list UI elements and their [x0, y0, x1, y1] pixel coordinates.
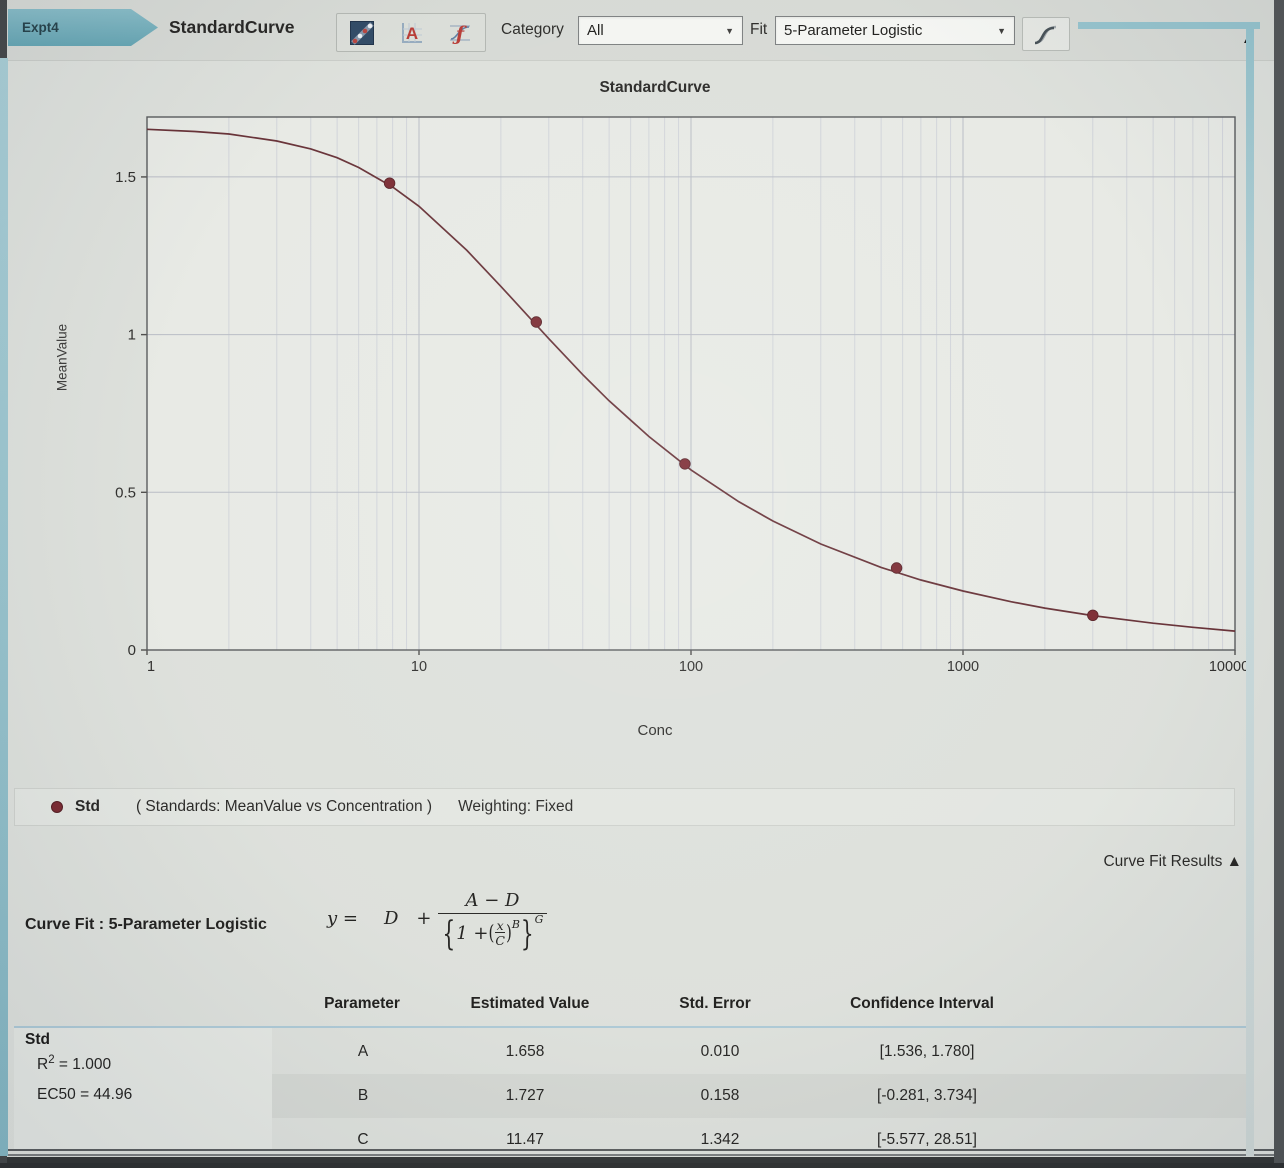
legend-series-name: Std — [75, 798, 100, 815]
fit-equation: y = D + A − D { 1 + ( x C ) B } G — [327, 890, 548, 954]
divider — [7, 60, 1276, 61]
chevron-down-icon: ▼ — [725, 25, 734, 36]
col-header-confidence-interval: Confidence Interval — [850, 995, 994, 1012]
axis-text-icon[interactable]: A — [396, 19, 426, 47]
standard-curve-plot: 0 0.5 1 1.5 1 10 100 1000 10000 — [115, 116, 1249, 675]
cell-parameter: A — [357, 1043, 369, 1060]
window-border — [1078, 22, 1260, 29]
scatter-plot-icon[interactable] — [347, 19, 377, 47]
window-border — [0, 58, 8, 1156]
x-tick-label: 10 — [411, 659, 427, 675]
data-point — [679, 458, 691, 470]
y-tick-label: 1.5 — [115, 169, 136, 186]
chart-toolbar: A ƒ — [336, 13, 486, 52]
curve-fit-results-toggle[interactable]: Curve Fit Results ▲ — [1103, 853, 1242, 870]
data-point — [1087, 609, 1099, 622]
curve-fit-label: Curve Fit : 5-Parameter Logistic — [25, 916, 267, 933]
window-border — [1246, 22, 1254, 1156]
cell-value: 11.47 — [506, 1131, 544, 1148]
fit-label: Fit — [750, 21, 768, 38]
stats-panel: Std R2 = 1.000 EC50 = 44.96 — [14, 1028, 272, 1149]
x-axis-title: Conc — [637, 722, 673, 739]
legend-weighting: Weighting: Fixed — [458, 798, 574, 815]
equation-numerator: A − D — [465, 890, 520, 911]
photo-edge — [0, 1163, 1284, 1168]
cell-ci: [-0.281, 3.734] — [877, 1087, 977, 1104]
legend-row: Std ( Standards: MeanValue vs Concentrat… — [14, 788, 1235, 826]
chevron-down-icon: ▼ — [997, 25, 1006, 36]
fit-curve — [146, 128, 1236, 632]
y-tick-label: 0.5 — [115, 484, 136, 501]
equation-lhs: y = — [327, 908, 358, 930]
cell-parameter: C — [357, 1131, 369, 1148]
cell-error: 1.342 — [700, 1131, 740, 1148]
fit-function-icon[interactable]: ƒ — [445, 19, 475, 47]
ec50-value: EC50 = 44.96 — [37, 1086, 133, 1103]
cell-ci: [-5.577, 28.51] — [877, 1131, 977, 1148]
divider — [7, 1149, 1276, 1151]
data-point — [530, 316, 543, 328]
equation-plus: + — [416, 908, 432, 930]
tab-expt4[interactable]: Expt4 — [8, 9, 158, 46]
cell-error: 0.010 — [700, 1043, 740, 1060]
table-row: A 1.658 0.010 [1.536, 1.780] — [272, 1030, 1253, 1074]
equation-fraction: A − D { 1 + ( x C ) B } G — [437, 890, 548, 954]
series-marker-icon — [51, 801, 63, 813]
data-point — [890, 562, 903, 574]
col-header-estimated-value: Estimated Value — [470, 995, 590, 1012]
page-title: StandardCurve — [169, 17, 295, 37]
collapse-arrow-icon: ▲ — [1226, 853, 1242, 870]
category-label: Category — [501, 21, 564, 38]
category-dropdown[interactable]: All ▼ — [578, 16, 743, 45]
fit-dropdown[interactable]: 5-Parameter Logistic ▼ — [775, 16, 1015, 45]
tab-label: Expt4 — [22, 20, 59, 35]
r-squared-value: R2 = 1.000 — [37, 1054, 112, 1074]
chart-title: StandardCurve — [599, 79, 711, 96]
cell-parameter: B — [357, 1087, 369, 1104]
x-tick-label: 100 — [679, 659, 703, 675]
legend-description: ( Standards: MeanValue vs Concentration … — [135, 798, 433, 815]
data-point — [383, 177, 396, 189]
equation-term-d: D — [383, 908, 399, 930]
y-tick-label: 0 — [128, 642, 136, 659]
col-header-parameter: Parameter — [324, 995, 400, 1012]
app-window: Expt4 StandardCurve — [7, 0, 1276, 1163]
cell-value: 1.658 — [505, 1043, 545, 1060]
sigmoid-fit-icon[interactable] — [1022, 17, 1070, 51]
equation-denominator: { 1 + ( x C ) B } G — [437, 913, 548, 954]
plot-border — [146, 116, 1236, 651]
category-value: All — [587, 22, 604, 39]
cell-value: 1.727 — [505, 1087, 545, 1104]
x-tick-label: 1 — [147, 659, 155, 675]
fit-value: 5-Parameter Logistic — [784, 22, 923, 39]
y-tick-label: 1 — [128, 327, 136, 344]
x-tick-label: 10000 — [1209, 659, 1249, 675]
table-row: B 1.727 0.158 [-0.281, 3.734] — [272, 1074, 1253, 1118]
table-row: C 11.47 1.342 [-5.577, 28.51] — [272, 1118, 1253, 1162]
x-tick-label: 1000 — [947, 659, 979, 675]
cell-error: 0.158 — [700, 1087, 740, 1104]
svg-text:A: A — [406, 24, 418, 43]
col-header-std-error: Std. Error — [679, 995, 751, 1012]
photo-edge — [1274, 0, 1284, 1168]
svg-text:ƒ: ƒ — [452, 23, 467, 45]
header-underline — [14, 1026, 1253, 1028]
top-toolbar: Expt4 StandardCurve — [7, 0, 1276, 60]
stats-group-label: Std — [25, 1031, 50, 1048]
divider — [7, 1154, 1276, 1156]
divider — [7, 1157, 1276, 1163]
cell-ci: [1.536, 1.780] — [879, 1043, 975, 1060]
y-axis-title: MeanValue — [54, 323, 70, 392]
